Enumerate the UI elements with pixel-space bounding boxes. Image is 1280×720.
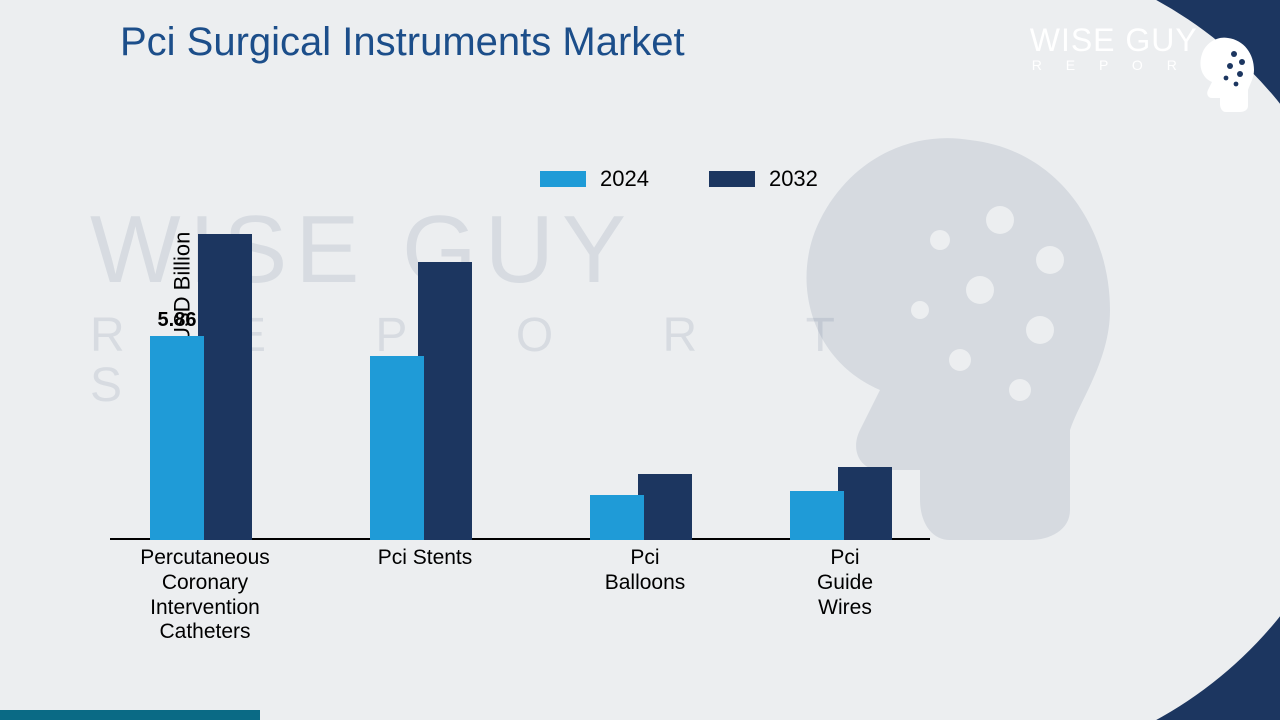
bar-2032 [638,474,692,540]
bar-2032 [418,262,472,540]
x-axis-category-label: Pci Stents [340,546,510,571]
bar-2032 [198,234,252,540]
bar-2032 [838,467,892,540]
legend: 2024 2032 [540,166,818,192]
legend-item-2024: 2024 [540,166,649,192]
bar-value-label: 5.86 [158,309,197,332]
x-axis-category-label: PciGuideWires [770,546,920,620]
legend-swatch-2024 [540,171,586,187]
legend-swatch-2032 [709,171,755,187]
bar-2024 [790,491,844,540]
chart-title: Pci Surgical Instruments Market [120,20,685,65]
logo-head-icon [1190,34,1260,114]
brand-logo: WISE GUY R E P O R T S [1030,22,1252,73]
bar-2024: 5.86 [150,336,204,540]
legend-item-2032: 2032 [709,166,818,192]
plot-area: 5.86 [110,210,930,540]
bottom-accent-strip [0,710,260,720]
legend-label-2032: 2032 [769,166,818,192]
bar-2024 [590,495,644,540]
x-axis-category-label: PciBalloons [570,546,720,596]
legend-label-2024: 2024 [600,166,649,192]
bar-2024 [370,356,424,540]
x-axis-category-label: PercutaneousCoronaryInterventionCatheter… [100,546,310,645]
